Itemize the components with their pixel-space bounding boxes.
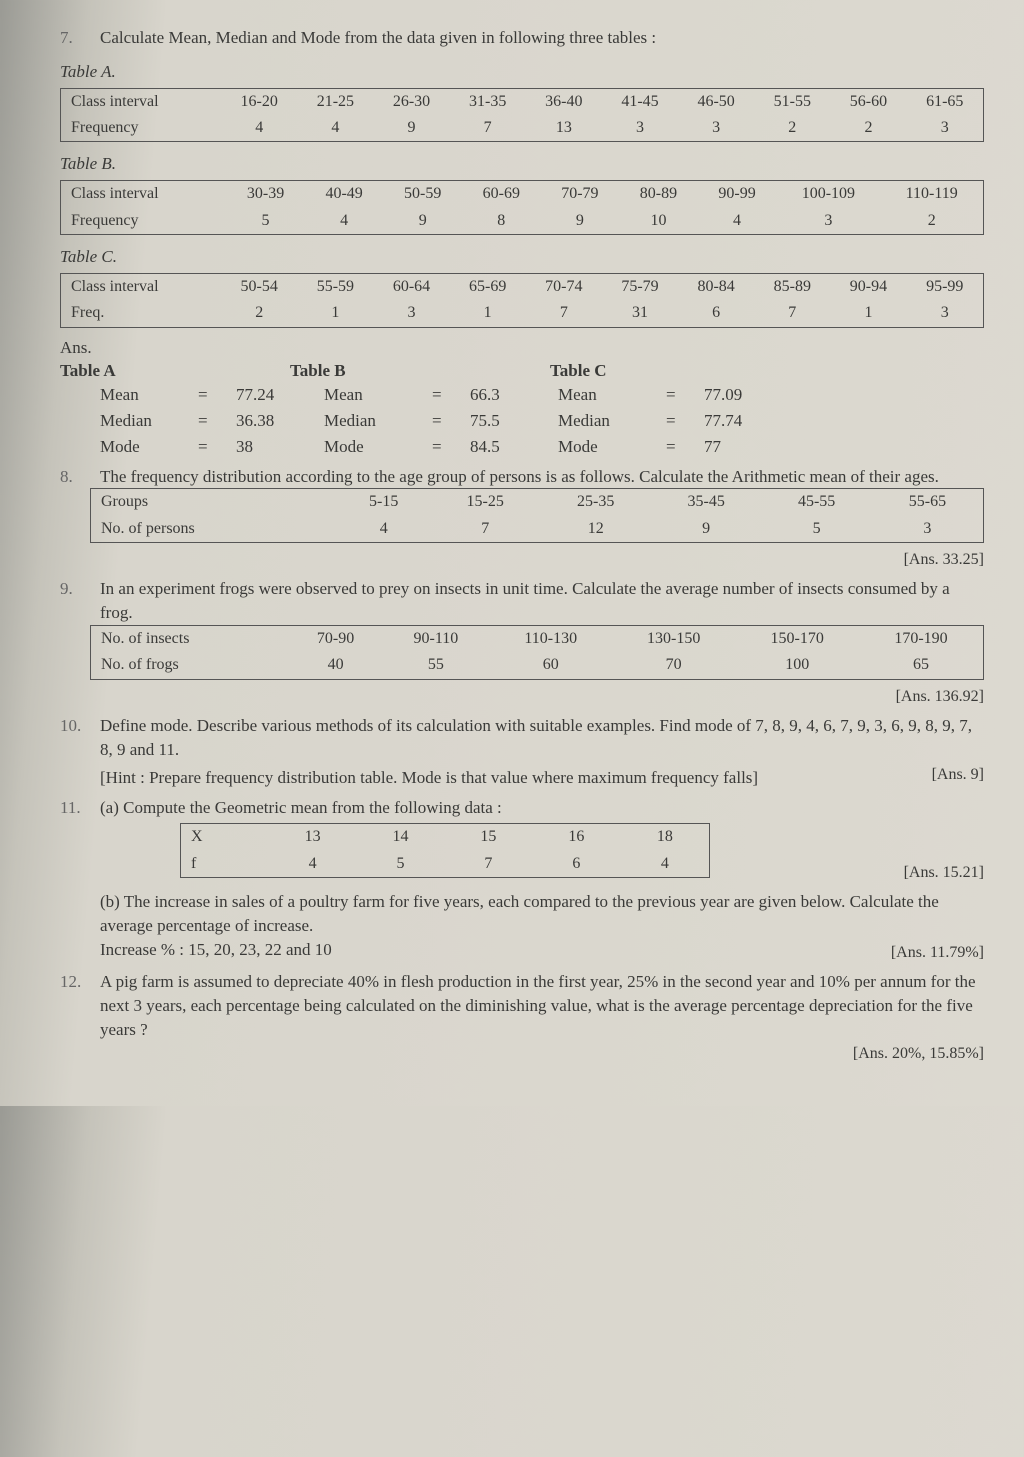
table-q9: No. of insects70-9090-110110-130130-1501… xyxy=(90,625,984,680)
ans-label: Ans. xyxy=(60,336,984,360)
question-10: 10. Define mode. Describe various method… xyxy=(60,714,984,789)
q7-number: 7. xyxy=(60,26,88,50)
q11a-answer: [Ans. 15.21] xyxy=(730,862,984,884)
question-12: 12. A pig farm is assumed to depreciate … xyxy=(60,970,984,1066)
table-a-title: Table A. xyxy=(60,60,984,84)
question-9: 9. In an experiment frogs were observed … xyxy=(60,577,984,625)
q12-answer: [Ans. 20%, 15.85%] xyxy=(100,1043,984,1065)
table-c: Class interval50-5455-5960-6465-6970-747… xyxy=(60,273,984,328)
q9-number: 9. xyxy=(60,577,88,625)
q10-number: 10. xyxy=(60,714,88,789)
q9-text: In an experiment frogs were observed to … xyxy=(100,577,984,625)
q11b-text: (b) The increase in sales of a poultry f… xyxy=(100,890,984,938)
q8-number: 8. xyxy=(60,465,88,489)
question-8: 8. The frequency distribution according … xyxy=(60,465,984,489)
q10-hint: [Hint : Prepare frequency distribution t… xyxy=(100,766,912,790)
table-q11: X1314151618f45764 xyxy=(180,823,710,878)
table-b: Class interval30-3940-4950-5960-6970-798… xyxy=(60,180,984,235)
q8-answer: [Ans. 33.25] xyxy=(60,549,984,571)
q10-text: Define mode. Describe various methods of… xyxy=(100,716,972,759)
q7-answer-block: Ans. Table ATable BTable CMean=77.24Mean… xyxy=(60,336,984,459)
q11a-text: (a) Compute the Geometric mean from the … xyxy=(100,796,984,820)
q7-answer-grid: Mean=77.24Mean=66.3Mean=77.09Median=36.3… xyxy=(100,383,984,458)
q12-text: A pig farm is assumed to depreciate 40% … xyxy=(100,972,976,1039)
q9-answer: [Ans. 136.92] xyxy=(60,686,984,708)
q8-text: The frequency distribution according to … xyxy=(100,465,984,489)
q11b-line: Increase % : 15, 20, 23, 22 and 10 xyxy=(100,938,332,962)
q7-text: Calculate Mean, Median and Mode from the… xyxy=(100,26,984,50)
table-a: Class interval16-2021-2526-3031-3536-404… xyxy=(60,88,984,143)
table-c-title: Table C. xyxy=(60,245,984,269)
table-b-title: Table B. xyxy=(60,152,984,176)
question-11: 11. (a) Compute the Geometric mean from … xyxy=(60,796,984,964)
q12-number: 12. xyxy=(60,970,88,1066)
question-7: 7. Calculate Mean, Median and Mode from … xyxy=(60,26,984,50)
q11-number: 11. xyxy=(60,796,88,964)
table-q8: Groups5-1515-2525-3535-4545-5555-65No. o… xyxy=(90,488,984,543)
q10-answer: [Ans. 9] xyxy=(932,764,984,786)
